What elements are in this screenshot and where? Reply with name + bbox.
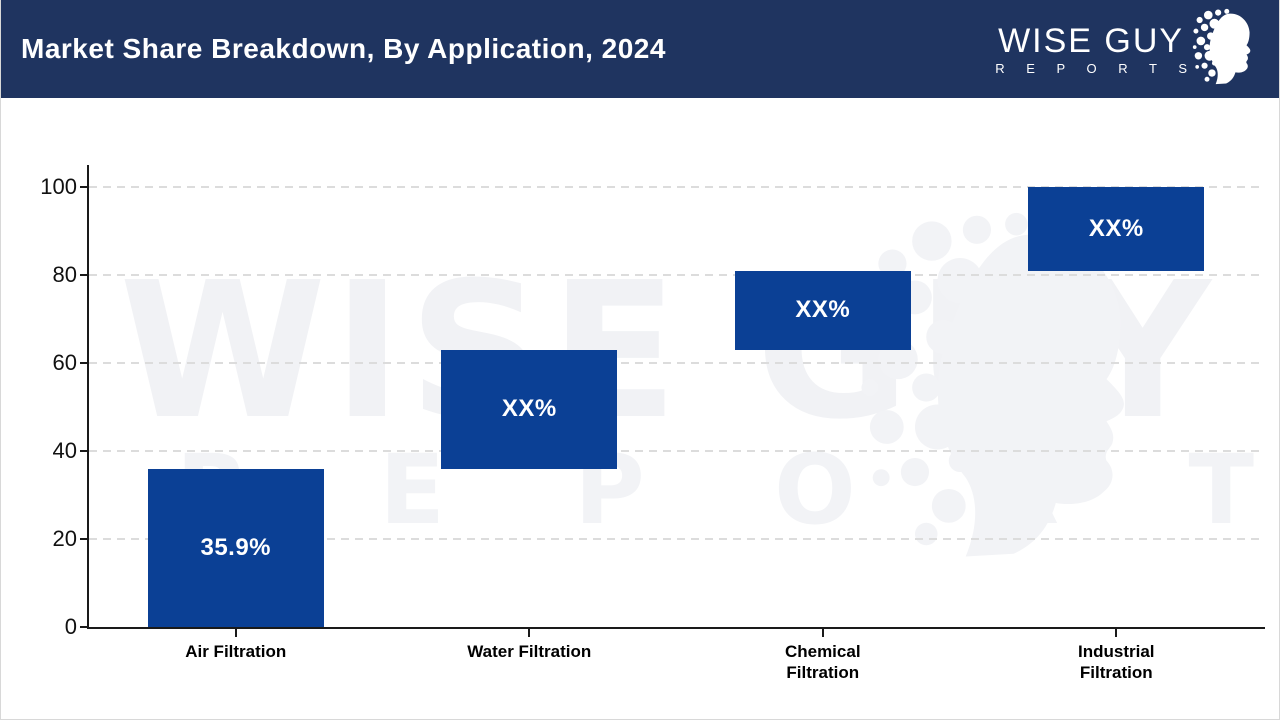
y-tick-mark bbox=[80, 538, 88, 540]
y-tick-label: 60 bbox=[52, 350, 77, 375]
y-tick-mark bbox=[80, 626, 88, 628]
wiseguy-head-icon bbox=[1192, 8, 1251, 85]
gridline bbox=[89, 362, 1263, 364]
y-tick-label: 20 bbox=[52, 526, 77, 551]
x-category-label: Chemical Filtration bbox=[784, 642, 861, 683]
y-tick-mark bbox=[80, 362, 88, 364]
bar-chemical-filtration: XX% bbox=[734, 270, 911, 350]
page-header: Market Share Breakdown, By Application, … bbox=[1, 0, 1279, 98]
x-tick-mark bbox=[1115, 629, 1118, 637]
y-tick-mark bbox=[80, 450, 88, 452]
x-category-label: Industrial Filtration bbox=[1077, 642, 1155, 683]
brand-name-line2: R E P O R T S bbox=[995, 60, 1196, 76]
brand-name-line1: WISE GUY bbox=[998, 21, 1185, 60]
y-tick-label: 0 bbox=[64, 614, 77, 639]
y-tick-label: 100 bbox=[40, 174, 77, 199]
bar-industrial-filtration: XX% bbox=[1028, 187, 1205, 271]
x-tick-mark bbox=[528, 629, 531, 637]
bar-water-filtration: XX% bbox=[441, 349, 618, 470]
y-axis-line bbox=[87, 165, 89, 629]
bar-value-label: 35.9% bbox=[200, 534, 272, 561]
gridline bbox=[89, 538, 1263, 540]
y-tick-mark bbox=[80, 274, 88, 276]
x-tick-mark bbox=[234, 629, 237, 637]
x-axis-line bbox=[87, 627, 1265, 629]
gridline bbox=[89, 450, 1263, 452]
page-title: Market Share Breakdown, By Application, … bbox=[21, 33, 666, 64]
x-category-label: Air Filtration bbox=[185, 642, 287, 661]
bar-value-label: XX% bbox=[795, 296, 851, 324]
x-tick-mark bbox=[821, 629, 824, 637]
brand-logo: WISE GUY R E P O R T S bbox=[995, 6, 1279, 92]
y-tick-label: 40 bbox=[52, 438, 77, 463]
brand-name: WISE GUY R E P O R T S bbox=[995, 24, 1187, 75]
x-category-label: Water Filtration bbox=[467, 642, 592, 661]
y-tick-label: 80 bbox=[52, 262, 77, 287]
gridline bbox=[89, 186, 1263, 188]
bar-air-filtration: 35.9% bbox=[147, 469, 324, 627]
bar-value-label: XX% bbox=[501, 395, 557, 423]
y-tick-mark bbox=[80, 186, 88, 188]
gridline bbox=[89, 274, 1263, 276]
bar-value-label: XX% bbox=[1088, 214, 1144, 242]
